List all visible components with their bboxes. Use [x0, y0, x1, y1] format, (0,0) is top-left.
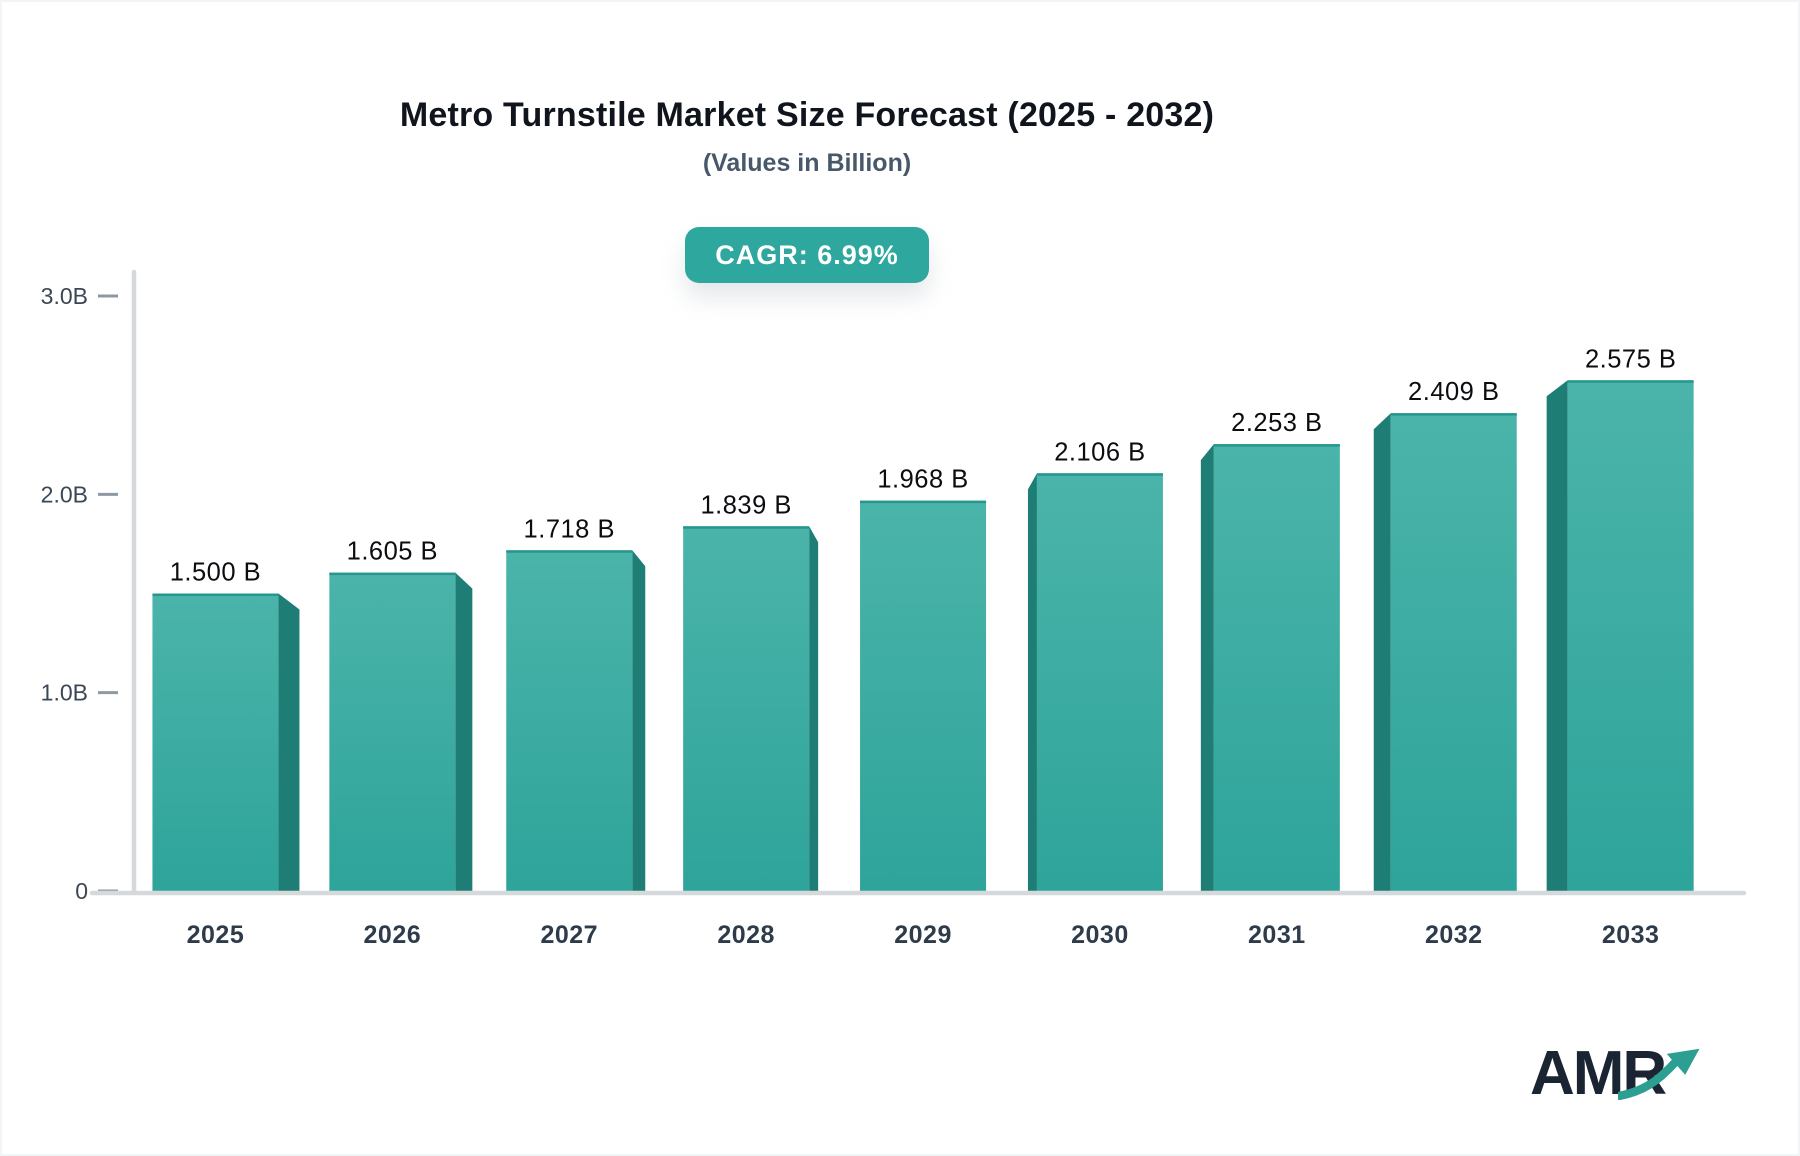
bar-2025: 1.500 B: [152, 559, 300, 891]
chart-title: Metro Turnstile Market Size Forecast (20…: [399, 96, 1215, 134]
bar-value-label: 1.500 B: [170, 559, 261, 587]
bar-2029: 1.968 B: [860, 466, 987, 891]
x-axis-label: 2028: [717, 921, 775, 949]
y-tick-label: 0: [75, 878, 88, 904]
bar-2030: 2.106 B: [1027, 438, 1163, 891]
chart-subtitle: (Values in Billion): [702, 149, 912, 177]
bar-front-face: [1036, 473, 1163, 891]
amr-logo: AMR: [1530, 1038, 1740, 1138]
x-axis-label: 2027: [540, 921, 598, 949]
bar-front-face: [860, 500, 987, 891]
bar-side-face: [1546, 380, 1568, 891]
cagr-badge: CAGR: 6.99%: [685, 227, 929, 283]
bars: 1.500 B 1.605 B 1.718 B 1.839 B 1.968 B 2.106…: [152, 345, 1694, 891]
x-axis-label: 2032: [1425, 921, 1483, 949]
bar-value-label: 1.968 B: [877, 466, 968, 494]
bar-2027: 1.718 B: [506, 515, 646, 891]
bar-value-label: 1.605 B: [347, 538, 438, 566]
bar-side-face: [1027, 473, 1037, 891]
bar-front-face: [152, 593, 279, 891]
bar-2028: 1.839 B: [683, 491, 819, 891]
bar-side-face: [809, 526, 819, 891]
bar-value-label: 2.253 B: [1231, 409, 1322, 437]
bar-value-label: 1.718 B: [524, 515, 615, 543]
bar-front-face: [1390, 413, 1517, 891]
x-axis-label: 2029: [894, 921, 952, 949]
bar-value-label: 1.839 B: [700, 491, 791, 519]
bar-side-face: [278, 593, 300, 891]
chart-header: Metro Turnstile Market Size Forecast (20…: [2, 96, 1612, 178]
y-tick-label: 2.0B: [41, 481, 88, 507]
bar-front-face: [506, 550, 633, 891]
x-axis-label: 2033: [1602, 921, 1660, 949]
bar-value-label: 2.575 B: [1585, 345, 1676, 373]
bar-2032: 2.409 B: [1373, 378, 1517, 891]
x-axis-label: 2025: [187, 921, 245, 949]
bar-side-face: [632, 550, 646, 891]
bar-value-label: 2.409 B: [1408, 378, 1499, 406]
bar-front-face: [1213, 444, 1340, 891]
y-tick-label: 1.0B: [41, 680, 88, 706]
bar-side-face: [455, 572, 473, 891]
amr-logo-text: AMR: [1530, 1039, 1667, 1108]
x-axis-label: 2026: [364, 921, 422, 949]
growth-arrow-icon: [1618, 1048, 1700, 1101]
bar-2026: 1.605 B: [329, 538, 473, 891]
y-tick-label: 3.0B: [41, 283, 88, 309]
bar-front-face: [329, 572, 456, 891]
y-axis: 0 1.0B 2.0B 3.0B: [41, 269, 137, 904]
bar-2033: 2.575 B: [1546, 345, 1694, 891]
x-axis: 2025 2026 2027 2028 2029 2030 2031 2032 2033: [187, 921, 1660, 949]
bar-front-face: [1567, 380, 1694, 891]
bar-side-face: [1200, 444, 1214, 891]
bar-2031: 2.253 B: [1200, 409, 1340, 891]
bar-side-face: [1373, 413, 1391, 891]
bar-value-label: 2.106 B: [1054, 438, 1145, 466]
x-axis-label: 2031: [1248, 921, 1306, 949]
bar-front-face: [683, 526, 810, 891]
x-axis-label: 2030: [1071, 921, 1129, 949]
